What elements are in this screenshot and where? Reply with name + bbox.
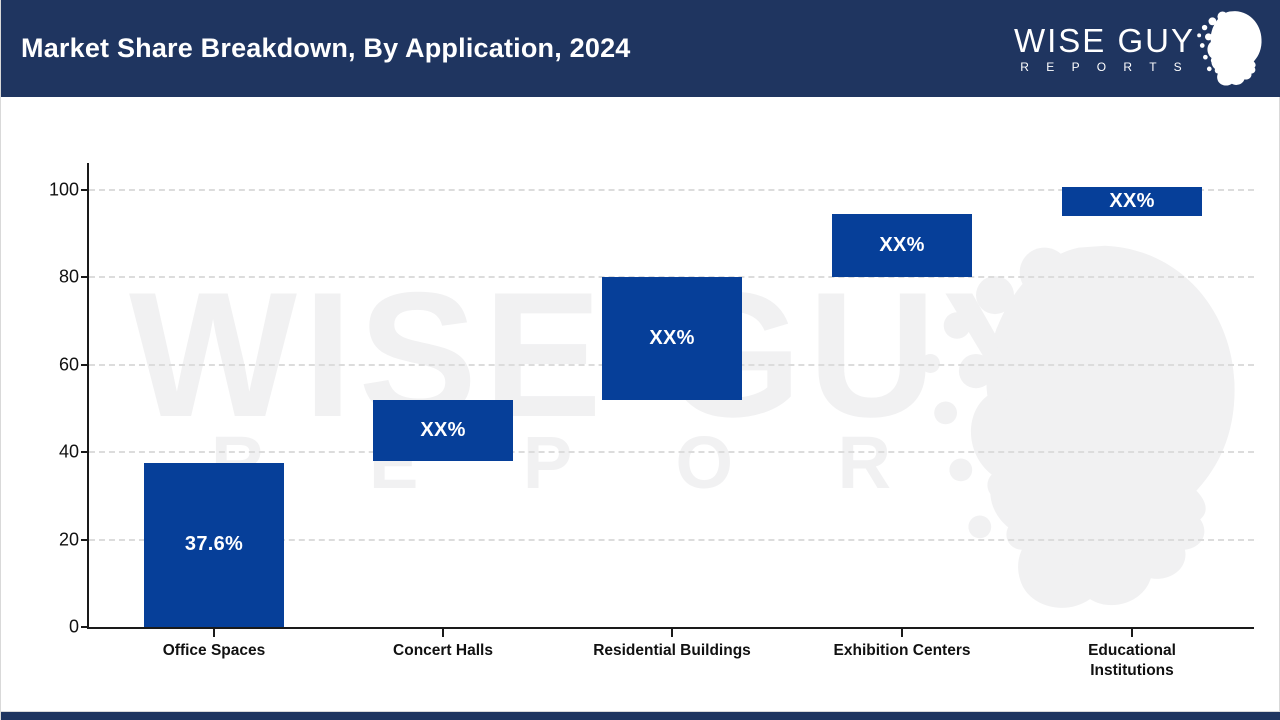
- x-tick-mark: [901, 629, 903, 637]
- page-title: Market Share Breakdown, By Application, …: [21, 33, 631, 63]
- gridline-20: [89, 538, 1254, 541]
- footer-divider: [1, 711, 1280, 712]
- y-tick-label: 20: [58, 529, 79, 550]
- x-axis-line: [87, 627, 1254, 629]
- bar-value-label: 37.6%: [184, 533, 244, 556]
- x-category-label: Residential Buildings: [593, 642, 751, 659]
- bar-office-spaces: 37.6%: [144, 462, 284, 627]
- y-tick-mark: [81, 451, 89, 454]
- x-tick-mark: [671, 629, 673, 637]
- bar-value-label: XX%: [879, 234, 925, 257]
- x-tick-mark: [442, 629, 444, 637]
- bar-value-label: XX%: [1109, 190, 1155, 213]
- x-category-label: Office Spaces: [162, 642, 266, 659]
- bar-exhibition-centers: XX%: [832, 214, 972, 278]
- bar-value-label: XX%: [649, 327, 695, 350]
- gridline-40: [89, 451, 1254, 454]
- y-axis-line: [87, 163, 89, 629]
- gridline-100: [89, 189, 1254, 191]
- brand-head-icon: [1197, 10, 1262, 86]
- brand-logo: WISE GUY R E P O R T S: [1014, 7, 1280, 91]
- y-tick-mark: [81, 538, 89, 541]
- y-tick-mark: [81, 189, 89, 191]
- y-tick-mark: [81, 276, 89, 279]
- brand-tagline: R E P O R T S: [1020, 59, 1189, 74]
- y-tick-label: 40: [58, 441, 79, 462]
- brand-text: WISE GUY R E P O R T S: [1014, 24, 1195, 74]
- y-tick-label: 100: [48, 179, 79, 200]
- x-tick-mark: [213, 629, 215, 637]
- bar-residential-buildings: XX%: [602, 277, 742, 400]
- y-tick-mark: [81, 626, 89, 628]
- bar-value-label: XX%: [420, 418, 466, 441]
- brand-name: WISE GUY: [1013, 21, 1195, 59]
- x-tick-mark: [1131, 629, 1133, 637]
- y-tick-label: 60: [58, 354, 79, 375]
- y-tick-mark: [81, 363, 89, 366]
- waterfall-chart: 0 20 40 60 80 100 37.6% Office Spaces XX% Concert…: [1, 97, 1280, 712]
- bar-educational-institutions: XX%: [1062, 187, 1202, 217]
- watermark-text-line1: WISE GUY: [129, 255, 1068, 454]
- bar-concert-halls: XX%: [373, 399, 513, 461]
- x-category-label: Exhibition Centers: [833, 642, 971, 659]
- footer-bar: [1, 712, 1280, 720]
- x-category-label: Educational Institutions: [1088, 642, 1176, 680]
- y-tick-label: 0: [68, 616, 79, 637]
- y-tick-label: 80: [58, 266, 79, 287]
- x-category-label: Concert Halls: [393, 642, 493, 659]
- header-bar: Market Share Breakdown, By Application, …: [1, 0, 1280, 97]
